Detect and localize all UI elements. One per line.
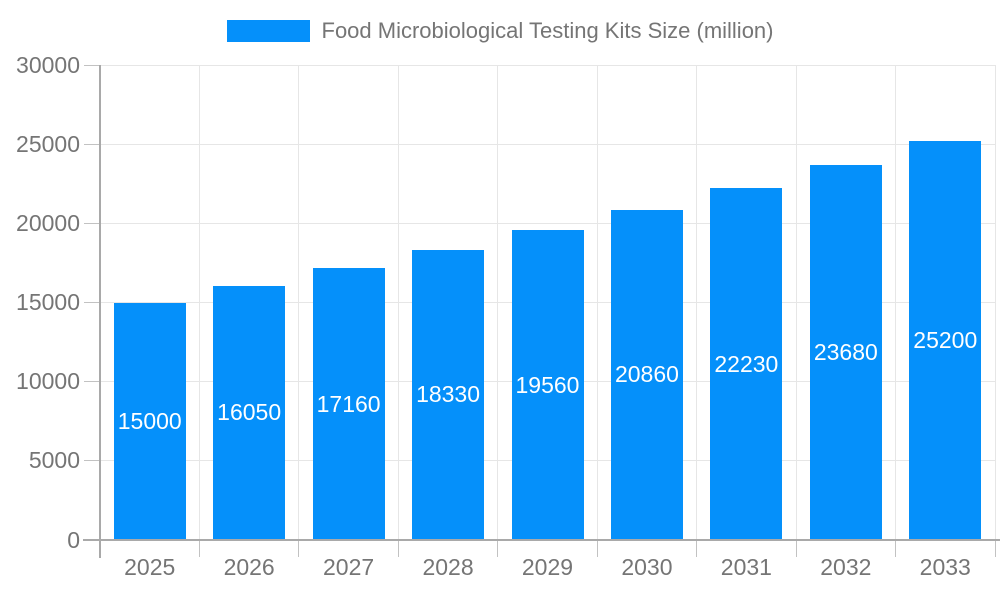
vertical-gridline <box>994 65 996 540</box>
x-axis-tick <box>397 540 399 557</box>
bar-value-label: 25200 <box>913 327 978 353</box>
bar-value-label: 23680 <box>813 339 878 366</box>
y-axis-tick <box>84 302 100 303</box>
vertical-gridline <box>397 65 399 540</box>
y-axis-tick-label: 15000 <box>16 289 80 315</box>
x-axis-tick-label: 2029 <box>521 554 574 580</box>
bar: 15000 <box>113 302 186 540</box>
x-axis-tick <box>596 540 598 557</box>
legend-swatch <box>226 20 310 42</box>
x-axis-tick-label: 2030 <box>621 554 673 580</box>
y-axis-tick <box>84 222 100 224</box>
y-axis-tick <box>84 64 100 66</box>
x-axis-tick-label: 2028 <box>422 554 474 580</box>
y-axis-line <box>99 65 101 558</box>
horizontal-gridline <box>100 222 995 224</box>
x-axis-tick <box>198 540 200 557</box>
bar-value-label: 22230 <box>714 350 779 377</box>
bar-value-label: 19560 <box>515 371 580 398</box>
vertical-gridline <box>596 65 598 540</box>
bar: 22230 <box>710 188 783 540</box>
x-axis-tick <box>795 540 797 557</box>
x-axis-tick <box>895 540 897 557</box>
x-axis-tick <box>298 540 300 557</box>
y-axis-tick-label: 0 <box>67 526 80 553</box>
y-axis-tick <box>84 381 100 383</box>
y-axis-tick-label: 5000 <box>28 447 80 474</box>
x-axis-tick <box>994 540 996 557</box>
y-axis-tick-label: 20000 <box>16 209 80 236</box>
y-axis-tick <box>84 460 100 462</box>
bar: 20860 <box>610 209 683 540</box>
vertical-gridline <box>895 65 897 540</box>
bar: 17160 <box>312 268 385 540</box>
bar: 25200 <box>909 141 982 540</box>
y-axis-tick-label: 30000 <box>16 51 80 78</box>
legend-label: Food Microbiological Testing Kits Size (… <box>321 18 774 43</box>
bar-value-label: 16050 <box>217 399 282 426</box>
vertical-gridline <box>795 65 797 540</box>
chart-legend[interactable]: Food Microbiological Testing Kits Size (… <box>0 16 1000 46</box>
horizontal-gridline <box>100 64 995 66</box>
bar: 16050 <box>213 285 286 540</box>
bar: 23680 <box>809 165 882 540</box>
x-axis-line <box>83 539 1000 541</box>
y-axis-tick-label: 25000 <box>16 130 80 157</box>
x-axis-tick <box>696 540 698 557</box>
vertical-gridline <box>696 65 698 540</box>
bar-value-label: 15000 <box>117 407 182 434</box>
x-axis-tick-label: 2033 <box>919 554 971 580</box>
bar: 19560 <box>511 230 584 540</box>
vertical-gridline <box>198 65 200 540</box>
x-axis-tick-label: 2026 <box>223 554 275 580</box>
x-axis-tick-label: 2027 <box>323 554 375 580</box>
x-axis-tick-label: 2025 <box>124 554 176 580</box>
bar: 18330 <box>412 249 485 540</box>
x-axis-tick <box>497 540 499 557</box>
bar-value-label: 18330 <box>416 381 481 408</box>
y-axis-tick <box>84 143 100 145</box>
bar-value-label: 20860 <box>614 361 679 388</box>
vertical-gridline <box>497 65 499 540</box>
vertical-gridline <box>298 65 300 540</box>
y-axis-tick-label: 10000 <box>16 368 80 395</box>
x-axis-tick-label: 2031 <box>720 554 772 580</box>
bar-value-label: 17160 <box>316 390 381 417</box>
horizontal-gridline <box>100 143 995 145</box>
x-axis-tick-label: 2032 <box>820 554 872 580</box>
